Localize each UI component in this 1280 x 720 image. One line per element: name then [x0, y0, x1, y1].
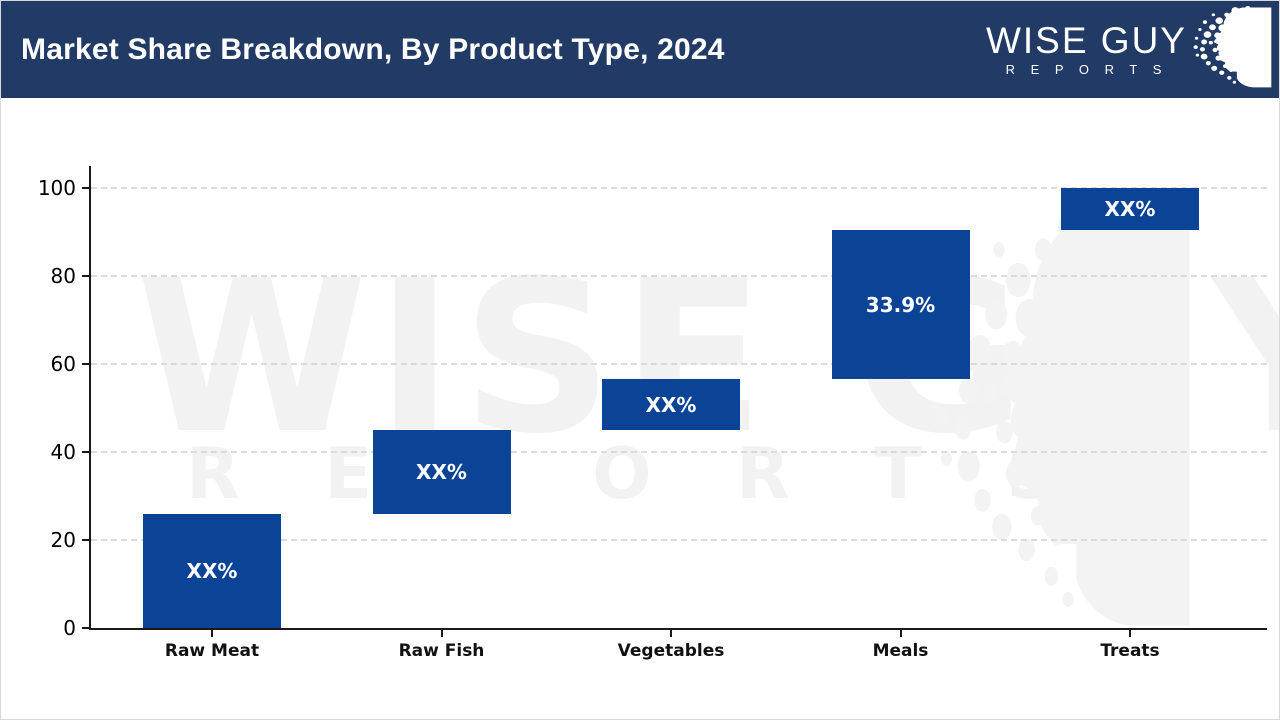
y-axis-label: 20 — [50, 528, 76, 552]
x-axis-tick — [211, 630, 213, 637]
x-axis-label: Raw Fish — [398, 641, 485, 661]
page-title: Market Share Breakdown, By Product Type,… — [21, 33, 725, 66]
bar-value-label: XX% — [186, 558, 238, 583]
brand-text: WISE GUY R E P O R T S — [985, 20, 1187, 77]
y-axis-spine — [89, 166, 91, 630]
watermark-text-secondary: R E P O R T S — [186, 433, 1087, 515]
x-axis-label: Vegetables — [617, 641, 725, 661]
x-axis-spine — [89, 628, 1267, 630]
brand-logo: WISE GUY R E P O R T S — [986, 4, 1273, 95]
y-axis-label: 0 — [63, 616, 76, 640]
x-axis-label: Meals — [872, 641, 929, 661]
bar — [602, 379, 740, 430]
bar — [831, 230, 970, 380]
header: Market Share Breakdown, By Product Type,… — [1, 1, 1279, 98]
y-axis-label: 80 — [50, 264, 76, 288]
y-axis-label: 40 — [50, 440, 76, 464]
gridline — [91, 275, 1267, 277]
bar — [372, 430, 511, 514]
y-axis-tick — [82, 187, 89, 189]
wiseguy-face-icon — [1189, 6, 1273, 94]
x-axis-tick — [440, 630, 443, 637]
x-axis-tick — [670, 630, 672, 637]
gridline — [91, 363, 1267, 365]
gridline — [91, 451, 1267, 453]
y-axis-tick — [82, 627, 89, 629]
gridline — [91, 187, 1267, 189]
bar-value-label: XX% — [1104, 197, 1156, 222]
gridline — [91, 539, 1267, 541]
bar-value-label: XX% — [416, 459, 467, 484]
bar-value-label: 33.9% — [865, 292, 936, 317]
brand-name: WISE GUY — [985, 20, 1187, 62]
y-axis-tick — [82, 363, 89, 365]
x-axis-tick — [899, 630, 902, 637]
y-axis-tick — [82, 451, 89, 453]
x-axis-label: Treats — [1100, 641, 1160, 661]
y-axis-tick — [82, 275, 89, 277]
bar-value-label: XX% — [645, 392, 697, 417]
y-axis-label: 100 — [37, 176, 76, 200]
y-axis-label: 60 — [50, 352, 76, 376]
bar — [1061, 188, 1199, 231]
x-axis-tick — [1129, 630, 1131, 637]
bar — [143, 513, 281, 628]
x-axis-label: Raw Meat — [164, 641, 260, 661]
brand-tagline: R E P O R T S — [1005, 61, 1168, 77]
y-axis-tick — [82, 539, 89, 541]
